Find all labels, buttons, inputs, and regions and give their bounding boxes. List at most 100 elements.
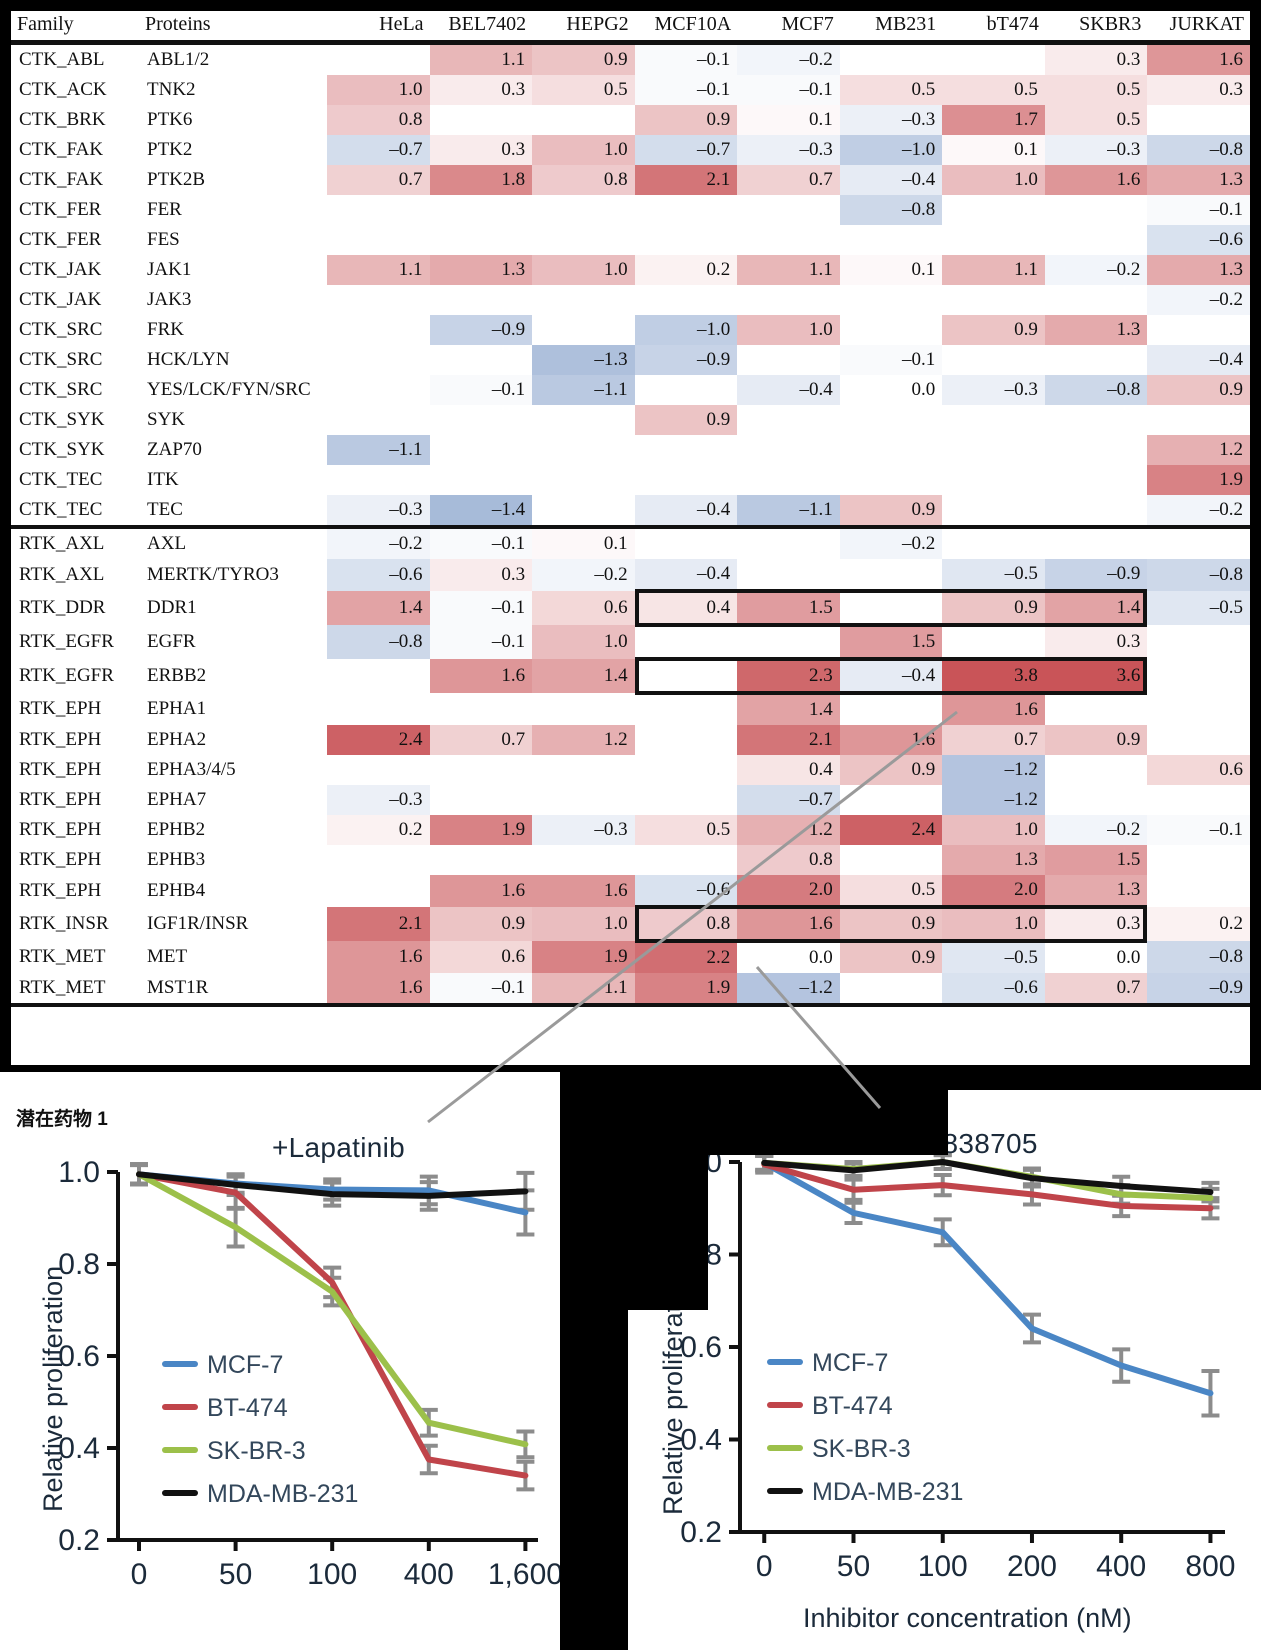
col-header-skbr3: SKBR3 [1044, 11, 1148, 45]
cell-value [430, 845, 533, 875]
cell-value: –0.8 [1147, 941, 1250, 973]
svg-text:800: 800 [1185, 1550, 1235, 1583]
cell-value: –1.2 [942, 785, 1045, 815]
cell-family: RTK_MET [11, 941, 139, 973]
cell-value [942, 435, 1045, 465]
cell-value: –0.7 [327, 135, 430, 165]
cell-value: 0.1 [532, 525, 635, 559]
cell-value [327, 315, 430, 345]
cell-value: –0.2 [1147, 285, 1250, 315]
cell-value [635, 693, 738, 725]
cell-value [737, 435, 840, 465]
table-row: CTK_BRK PTK6 0.8 0.9 0.1 –0.3 1.7 0.5 [11, 105, 1250, 135]
cell-protein: ERBB2 [139, 659, 327, 693]
svg-text:0.2: 0.2 [680, 1516, 722, 1549]
cell-value: 1.9 [429, 815, 533, 845]
cell-value: 1.7 [942, 105, 1045, 135]
cell-value [942, 495, 1045, 527]
cell-value: –0.7 [634, 135, 738, 165]
cell-value: 0.9 [1147, 375, 1250, 405]
cell-value: 0.9 [839, 905, 943, 943]
cell-protein: EPHB3 [139, 845, 327, 875]
cell-value: –0.1 [839, 345, 943, 375]
lapatinib-plot-svg: 0.2 0.4 0.6 0.8 1.0 0 50 100 400 1,600 MCF-7 BT-474… [58, 1156, 560, 1591]
cell-value: –1.0 [839, 135, 943, 165]
kinase-heatmap-panel: Family Proteins HeLa BEL7402 HEPG2 MCF10A MCF7… [8, 8, 1253, 1068]
cell-family: CTK_SRC [11, 345, 139, 375]
cell-value [532, 105, 635, 135]
svg-text:0.2: 0.2 [58, 1524, 100, 1557]
cell-value: 0.9 [839, 941, 943, 973]
cell-value: 0.3 [1044, 625, 1148, 659]
cell-value: –0.1 [1147, 195, 1250, 225]
cell-value: 0.1 [839, 255, 943, 285]
cell-value: 1.3 [1044, 875, 1148, 907]
cell-value [327, 845, 430, 875]
cell-value: 0.5 [634, 815, 738, 845]
cell-value: –0.5 [942, 941, 1045, 973]
cell-value: –0.1 [429, 525, 533, 559]
cell-value [1147, 845, 1250, 875]
gsk-plot-svg: 0.20.40.60.81.0050100200400800MCF-7BT-47… [680, 1146, 1235, 1583]
cell-value: 2.2 [634, 941, 738, 973]
cell-value [532, 195, 635, 225]
cell-family: CTK_SYK [11, 435, 139, 465]
cell-value: 1.5 [839, 625, 943, 659]
cell-value [1147, 659, 1250, 693]
cell-value [1044, 525, 1148, 559]
cell-value: –0.9 [634, 345, 738, 375]
cell-value [1147, 785, 1250, 815]
cell-value: –0.3 [532, 815, 635, 845]
cell-value: –0.2 [1044, 815, 1148, 845]
cell-value: 1.0 [532, 625, 635, 659]
cell-protein: MST1R [139, 973, 327, 1007]
cell-protein: EPHA3/4/5 [139, 755, 327, 785]
cell-value [635, 435, 738, 465]
cell-value [532, 785, 635, 815]
cell-value [1045, 755, 1148, 785]
cell-value: 0.9 [839, 495, 943, 527]
cell-value: 0.5 [1044, 105, 1148, 135]
cell-value: 1.5 [737, 589, 840, 627]
cell-value [635, 465, 738, 495]
cell-value [532, 465, 635, 495]
cell-protein: HCK/LYN [139, 345, 327, 375]
cell-protein: EPHB4 [139, 875, 327, 907]
cell-value: 1.3 [1044, 315, 1148, 345]
cell-value [737, 559, 840, 591]
cell-value: –0.8 [839, 195, 943, 225]
svg-text:0.4: 0.4 [680, 1424, 722, 1457]
cell-value [430, 285, 533, 315]
cell-value: –1.3 [532, 345, 635, 375]
cell-value [737, 525, 840, 559]
cell-value: –1.1 [327, 435, 430, 465]
cell-value: –0.2 [737, 42, 840, 75]
cell-value: –0.5 [942, 559, 1045, 591]
cell-value [1045, 195, 1148, 225]
cell-family: RTK_AXL [11, 525, 139, 559]
cell-value: –1.2 [942, 755, 1045, 785]
cell-family: CTK_TEC [11, 465, 139, 495]
table-body: CTK_ABL ABL1/2 1.1 0.9 –0.1 –0.2 0.3 1.6 CTK_ACK… [11, 42, 1250, 1007]
cell-value [942, 285, 1045, 315]
cell-protein: PTK2 [139, 135, 327, 165]
cell-value: 0.5 [1044, 75, 1148, 105]
cell-value: 0.5 [839, 875, 943, 907]
cell-value: 1.4 [327, 591, 430, 625]
cell-value [840, 845, 943, 875]
cell-value [1045, 405, 1148, 435]
table-row: CTK_SRC YES/LCK/FYN/SRC –0.1 –1.1 –0.4 0.0 –0.… [11, 375, 1250, 405]
cell-value: 2.4 [839, 815, 943, 845]
cell-value [1045, 435, 1148, 465]
cell-value: 3.8 [942, 657, 1045, 695]
cell-protein: MET [139, 941, 327, 973]
cell-value: 0.2 [327, 815, 430, 845]
cell-value [532, 315, 635, 345]
cell-value [327, 225, 430, 255]
cell-protein: AXL [139, 525, 327, 559]
cell-value [532, 225, 635, 255]
cell-value: –0.9 [429, 315, 533, 345]
cell-value: 2.1 [327, 907, 430, 941]
svg-text:50: 50 [837, 1550, 870, 1583]
svg-text:1,600: 1,600 [488, 1558, 560, 1591]
